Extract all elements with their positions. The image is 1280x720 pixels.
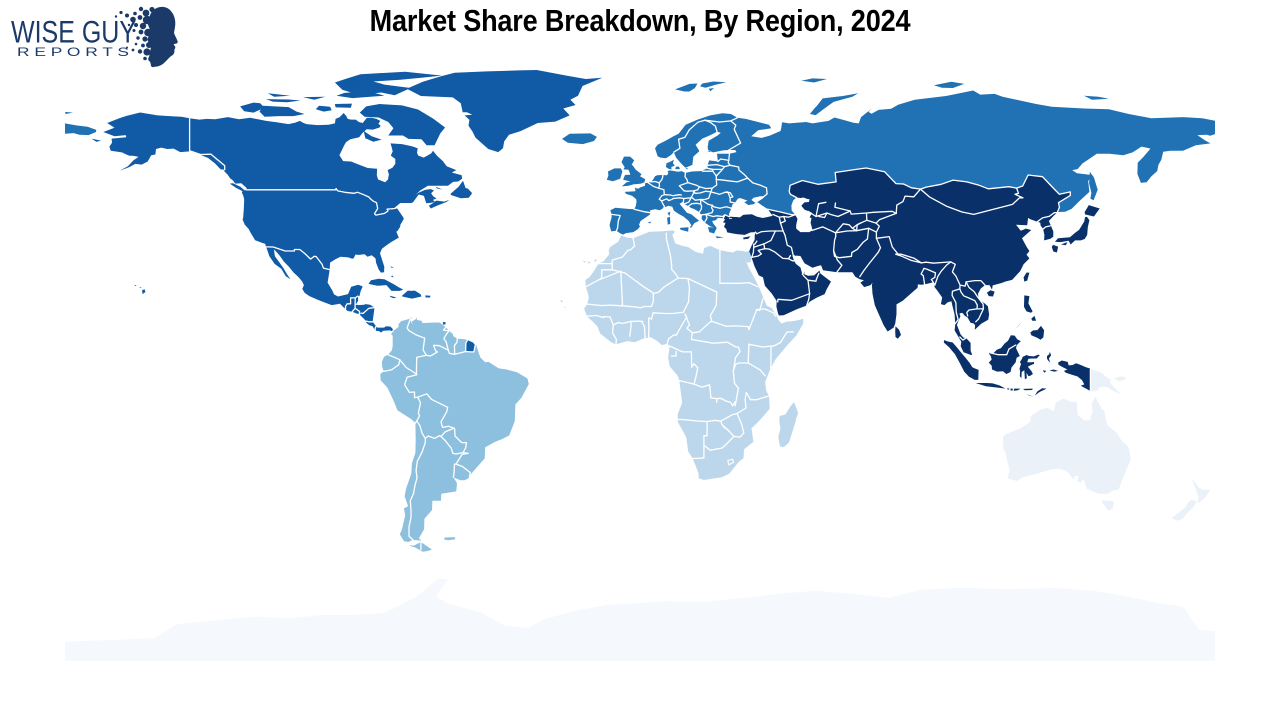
svg-text:WISE GUY: WISE GUY: [11, 14, 136, 50]
svg-text:R E P O R T S: R E P O R T S: [17, 45, 129, 59]
